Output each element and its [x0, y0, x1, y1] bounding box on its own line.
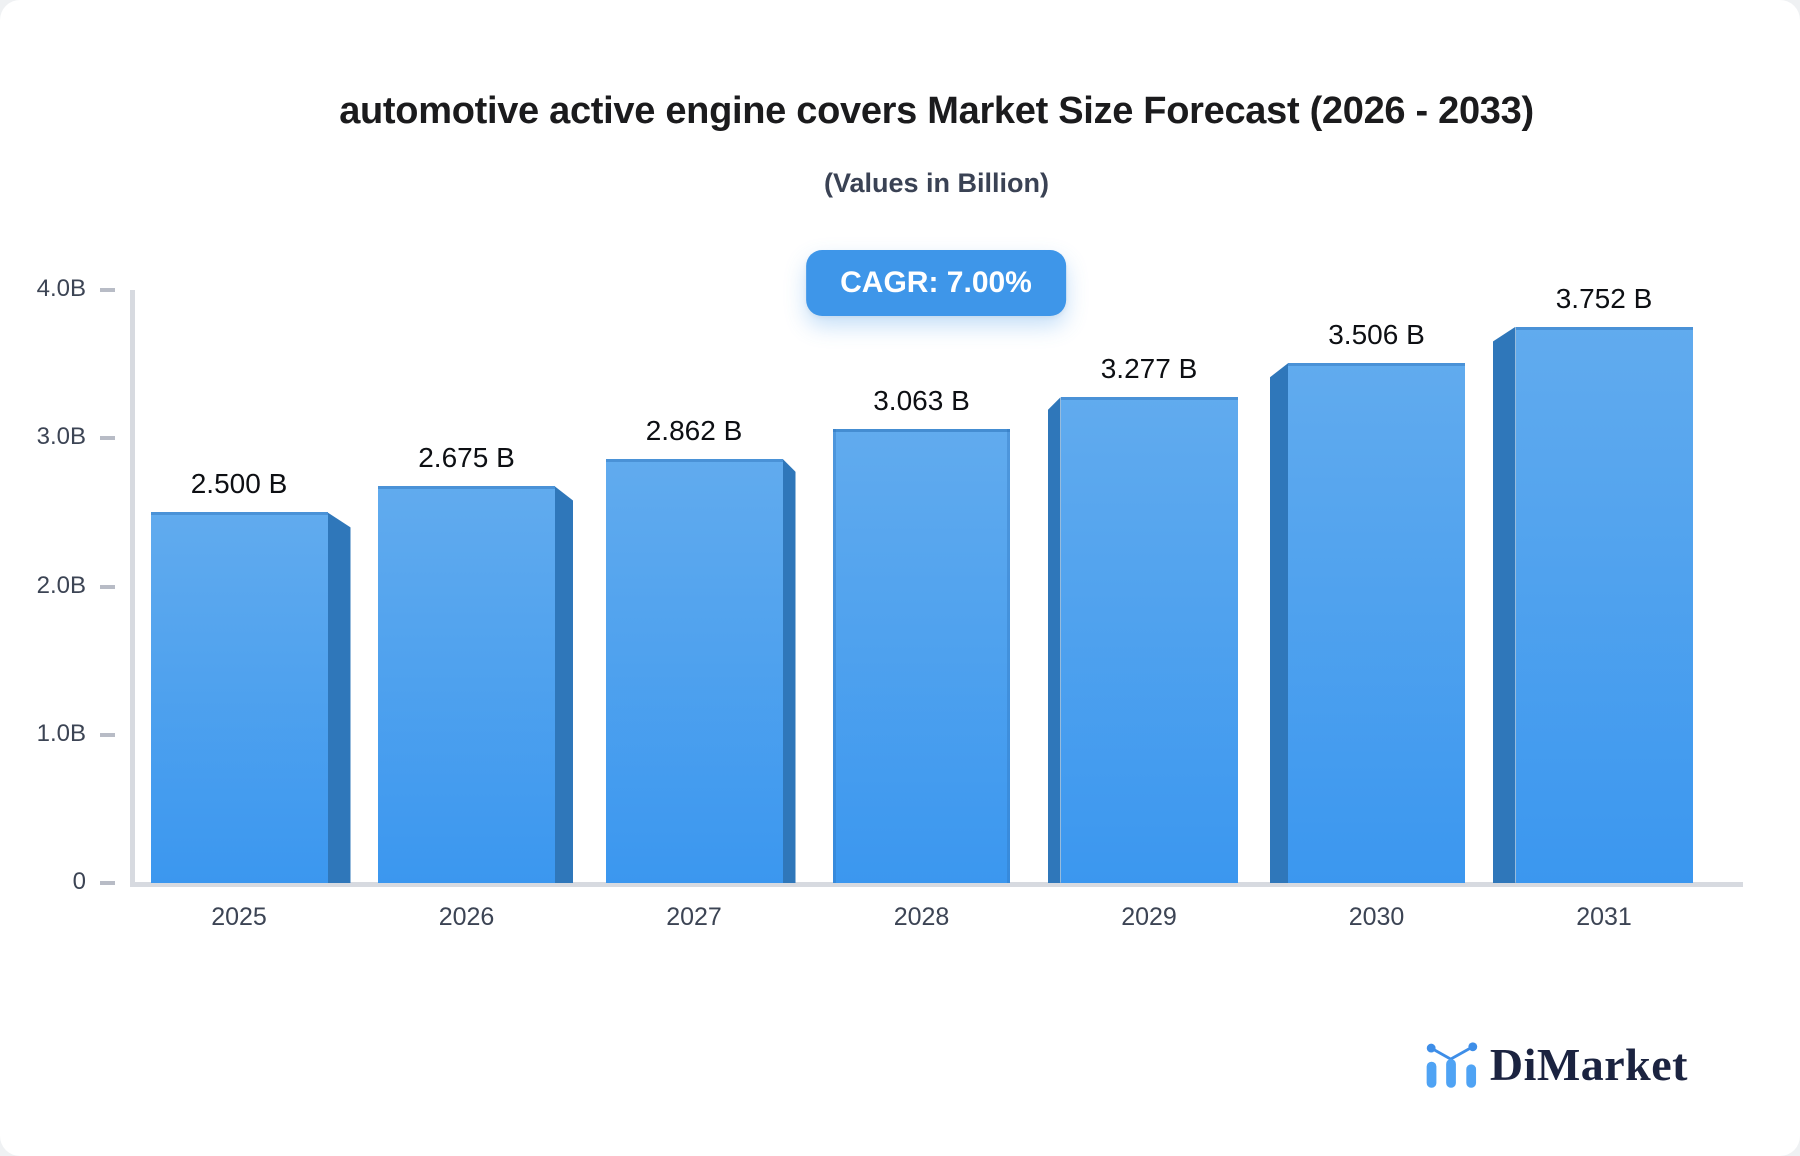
y-axis-line: [130, 290, 135, 887]
bar-side-3d: [1492, 326, 1516, 883]
bar-value-label: 3.277 B: [1100, 353, 1198, 385]
y-axis-tick-label: 2.0B: [36, 571, 86, 599]
brand-logo-text: DiMarket: [1489, 1039, 1688, 1090]
x-axis-label: 2027: [666, 903, 722, 931]
x-axis-label: 2026: [438, 903, 495, 931]
bar-face: [378, 486, 555, 883]
y-axis-tick: [100, 288, 115, 292]
chart-title: automotive active engine covers Market S…: [339, 90, 1534, 132]
y-axis-tick: [100, 436, 115, 441]
cagr-badge: CAGR: 7.00%: [806, 250, 1066, 316]
bar-2025: [150, 512, 351, 883]
bar-side-3d: [782, 458, 796, 883]
y-axis-tick-label: 1.0B: [36, 719, 86, 747]
x-axis-label: 2029: [1121, 903, 1177, 931]
bar-face: [1060, 397, 1238, 883]
bar-value-label: 2.500 B: [190, 468, 288, 500]
plot-area: 4.0B 3.0B 2.0B 1.0B 0 2.500 B 2025 2.675 B 2026 2…: [37, 275, 1743, 931]
bar-side-3d: [327, 512, 351, 883]
x-axis-label: 2031: [1576, 903, 1632, 931]
bar-2029: [1047, 397, 1238, 883]
chart-subtitle: (Values in Billion): [823, 168, 1050, 198]
bar-face: [605, 458, 783, 883]
bar-value-label: 2.675 B: [418, 442, 515, 474]
bar-side-3d: [1270, 363, 1288, 883]
bar-value-label: 3.752 B: [1555, 282, 1653, 314]
bar-face: [150, 512, 328, 883]
y-axis-tick-label: 4.0B: [36, 275, 86, 302]
x-axis-label: 2030: [1348, 903, 1405, 931]
x-axis-label: 2025: [211, 903, 267, 931]
x-axis-baseline: [130, 882, 1743, 887]
bar-value-label: 2.862 B: [645, 414, 743, 446]
bar-face: [833, 428, 1010, 883]
y-axis-tick: [100, 732, 115, 737]
bar-value-label: 3.063 B: [873, 384, 970, 416]
x-axis-label: 2028: [893, 903, 950, 931]
y-axis-tick-label: 0: [72, 868, 86, 895]
y-axis-tick-label: 3.0B: [36, 423, 86, 451]
bar-side-3d: [555, 486, 573, 883]
y-axis-tick: [100, 584, 115, 589]
bar-chart-trend-icon: [1426, 1041, 1478, 1088]
bar-2027: [605, 458, 796, 883]
brand-logo: DiMarket: [1426, 1038, 1688, 1091]
y-axis-tick: [100, 881, 115, 885]
bar-value-label: 3.506 B: [1328, 319, 1425, 351]
bar-2028: [833, 428, 1010, 883]
bar-face: [1288, 363, 1465, 883]
bar-2030: [1270, 363, 1465, 883]
bar-face: [1515, 326, 1693, 883]
bar-2026: [378, 486, 573, 883]
bar-2031: [1492, 326, 1693, 883]
bar-side-3d: [1047, 397, 1061, 883]
